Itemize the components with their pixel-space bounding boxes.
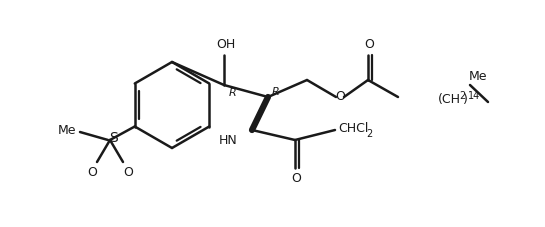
- Text: O: O: [335, 91, 345, 104]
- Text: O: O: [291, 173, 301, 185]
- Text: O: O: [123, 166, 133, 180]
- Text: R: R: [229, 88, 237, 98]
- Text: (CH: (CH: [438, 94, 461, 106]
- Text: Me: Me: [58, 123, 76, 136]
- Text: ): ): [463, 94, 468, 106]
- Text: O: O: [87, 166, 97, 180]
- Text: 2: 2: [459, 91, 465, 101]
- Text: S: S: [108, 131, 117, 145]
- Text: Me: Me: [469, 71, 487, 84]
- Text: 14: 14: [468, 91, 480, 101]
- Text: CHCl: CHCl: [338, 121, 368, 135]
- Text: R: R: [272, 87, 280, 97]
- Text: OH: OH: [216, 39, 235, 52]
- Text: O: O: [364, 37, 374, 50]
- Text: HN: HN: [219, 133, 238, 146]
- Text: 2: 2: [366, 129, 372, 139]
